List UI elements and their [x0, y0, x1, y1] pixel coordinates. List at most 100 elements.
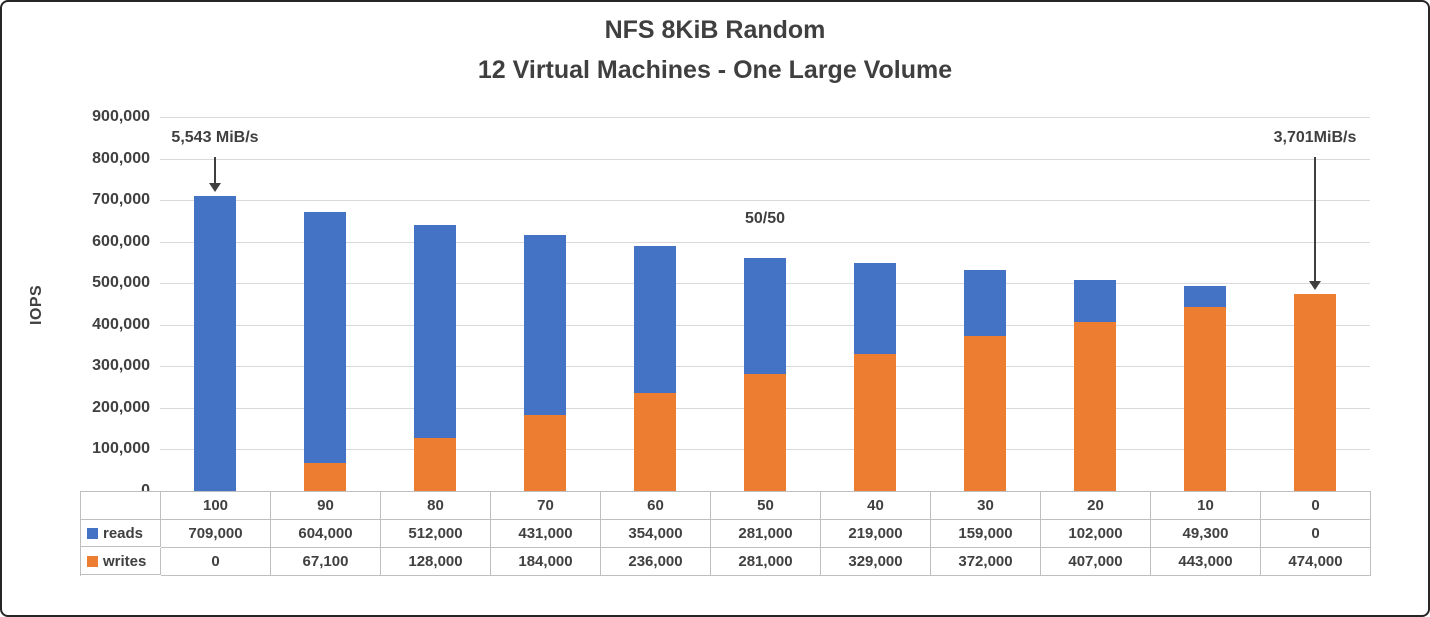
bar-segment-writes [1074, 321, 1116, 491]
value-cell-writes: 407,000 [1041, 548, 1151, 576]
data-table: 100 90 80 70 60 50 40 30 20 10 0 reads 709,000 604,00… [80, 491, 1371, 576]
value-cell-reads: 354,000 [601, 520, 711, 548]
bar-segment-writes [524, 414, 566, 491]
chart-title: NFS 8KiB Random [604, 16, 826, 44]
category-cell: 100 [161, 492, 271, 520]
value-cell-reads: 49,300 [1151, 520, 1261, 548]
stacked-bar [524, 235, 566, 491]
bar-slot-50 [710, 117, 820, 492]
y-tick-label: 0 [42, 482, 150, 500]
category-cell: 60 [601, 492, 711, 520]
bar-segment-reads [854, 263, 896, 355]
legend-cell-writes: writes [81, 548, 161, 575]
value-cell-writes: 184,000 [491, 548, 601, 576]
bar-segment-writes [634, 392, 676, 491]
value-cell-reads: 159,000 [931, 520, 1041, 548]
bar-slot-100 [160, 117, 270, 491]
value-cell-reads: 219,000 [821, 520, 931, 548]
legend-swatch-reads [87, 527, 98, 539]
y-tick-label: 400,000 [92, 315, 150, 333]
value-cell-writes: 474,000 [1261, 548, 1371, 576]
category-cell: 0 [1261, 492, 1371, 520]
y-tick-label: 100,000 [92, 440, 150, 458]
category-cell: 80 [381, 492, 491, 520]
value-cell-reads: 0 [1261, 520, 1371, 548]
value-cell-writes: 372,000 [931, 548, 1041, 576]
y-tick-label: 800,000 [92, 149, 150, 167]
bar-slot-0 [1260, 117, 1370, 491]
bar-slot-20 [1040, 117, 1150, 491]
bar-segment-reads [304, 212, 346, 464]
value-cell-reads: 512,000 [381, 520, 491, 548]
bar-slot-10 [1150, 117, 1260, 491]
value-cell-writes: 443,000 [1151, 548, 1261, 576]
bar-slot-80 [380, 117, 490, 491]
stacked-bar [1294, 294, 1336, 491]
y-axis-tick-labels: 0 100,000 200,000 300,000 400,000 500,000 600,… [42, 108, 150, 499]
stacked-bar [634, 245, 676, 491]
bar-segment-writes [1294, 294, 1336, 491]
stacked-bar [854, 263, 896, 491]
bar-segment-reads [634, 245, 676, 393]
gridline [160, 117, 1370, 118]
category-cell: 90 [271, 492, 381, 520]
bar-segment-writes [414, 437, 456, 491]
legend-swatch-writes [87, 555, 98, 567]
gridline [160, 158, 1370, 160]
y-tick-label: 900,000 [92, 108, 150, 125]
stacked-bar [414, 225, 456, 491]
bar-slot-60 [600, 117, 710, 491]
bar-slot-70 [490, 117, 600, 491]
stacked-bar [1184, 286, 1226, 491]
bar-segment-reads [194, 196, 236, 491]
category-cell: 10 [1151, 492, 1261, 520]
bar-series [160, 117, 1370, 492]
category-cell: 50 [711, 492, 821, 520]
legend-cell-reads: reads [81, 520, 161, 547]
value-cell-writes: 128,000 [381, 548, 491, 576]
bar-segment-reads [524, 235, 566, 415]
value-cell-writes: 281,000 [711, 548, 821, 576]
bar-segment-reads [1184, 286, 1226, 307]
category-cell: 30 [931, 492, 1041, 520]
y-tick-label: 700,000 [92, 191, 150, 209]
legend-label-reads: reads [103, 524, 144, 542]
gridline [160, 200, 1370, 202]
value-cell-reads: 709,000 [161, 520, 271, 548]
category-cell: 20 [1041, 492, 1151, 520]
y-tick-label: 600,000 [92, 232, 150, 250]
bar-segment-writes [304, 463, 346, 491]
bar-segment-reads [414, 225, 456, 438]
value-cell-reads: 281,000 [711, 520, 821, 548]
category-cell: 70 [491, 492, 601, 520]
bar-segment-writes [744, 374, 786, 492]
y-tick-label: 200,000 [92, 398, 150, 416]
bar-segment-writes [1184, 306, 1226, 491]
stacked-bar [194, 196, 236, 491]
bar-slot-90 [270, 117, 380, 491]
stacked-bar [1074, 279, 1116, 492]
bar-segment-reads [964, 270, 1006, 337]
y-tick-label: 300,000 [92, 357, 150, 375]
value-cell-writes: 0 [161, 548, 271, 576]
value-cell-reads: 431,000 [491, 520, 601, 548]
value-cell-writes: 329,000 [821, 548, 931, 576]
bar-slot-40 [820, 117, 930, 491]
stacked-bar [304, 212, 346, 491]
chart-subtitle: 12 Virtual Machines - One Large Volume [477, 56, 953, 84]
value-cell-writes: 236,000 [601, 548, 711, 576]
gridline [160, 241, 1370, 243]
category-cell: 40 [821, 492, 931, 520]
value-cell-reads: 604,000 [271, 520, 381, 548]
value-cell-reads: 102,000 [1041, 520, 1151, 548]
legend-label-writes: writes [103, 552, 147, 570]
table-corner-cell [81, 492, 161, 520]
bar-slot-30 [930, 117, 1040, 491]
value-cell-writes: 67,100 [271, 548, 381, 576]
plot-area: 5,543 MiB/s 50/50 3,701MiB/s [160, 117, 1370, 492]
bar-segment-writes [854, 354, 896, 491]
bar-segment-reads [1074, 279, 1116, 322]
stacked-bar [744, 257, 786, 492]
stacked-bar [964, 270, 1006, 491]
